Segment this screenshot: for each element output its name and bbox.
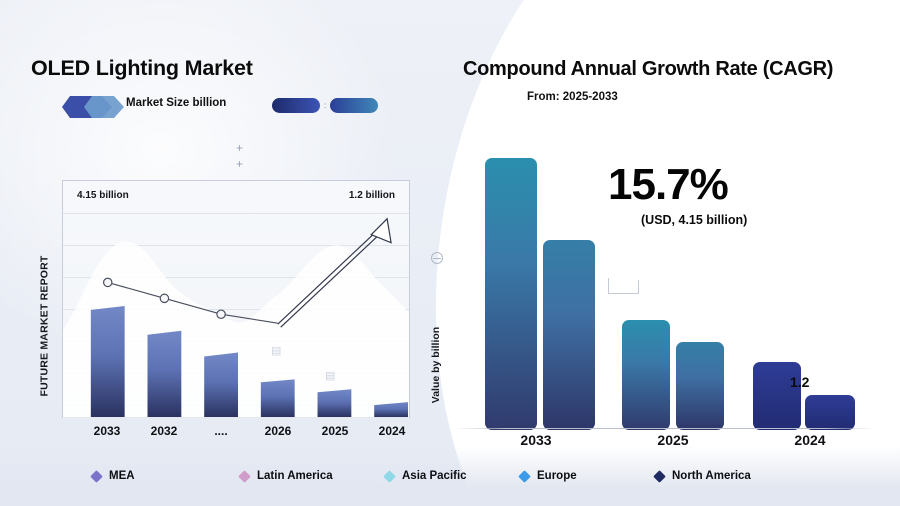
right-x-label-0: 2033: [520, 432, 552, 448]
pill-indicator-secondary: [330, 98, 379, 113]
trend-arrow-head-icon: [370, 217, 392, 244]
cagr-value: 15.7%: [608, 160, 729, 209]
legend-label-mea: MEA: [109, 470, 135, 482]
cagr-subtitle: From: 2025-2033: [527, 91, 618, 103]
legend-label-latin-america: Latin America: [257, 470, 333, 482]
right-bar-2025-secondary: [676, 342, 724, 430]
cagr-title: Compound Annual Growth Rate (CAGR): [463, 58, 834, 80]
right-chart-baseline: [455, 428, 875, 429]
page-title: OLED Lighting Market: [31, 56, 253, 80]
pill-indicator-group: :: [272, 98, 379, 113]
right-bar-2024-primary: [753, 362, 801, 430]
left-x-label-2: ....: [214, 424, 228, 438]
left-chart-annotation-end: 1.2 billion: [348, 190, 395, 201]
right-chart-watermark-bracket-icon: [608, 278, 639, 294]
legend-item-europe[interactable]: Europe: [518, 469, 577, 483]
pill-separator: :: [324, 101, 327, 110]
cagr-value-sub: (USD, 4.15 billion): [641, 213, 748, 227]
right-x-label-2: 2024: [794, 432, 826, 448]
left-chart-watermark-doc-icon: ▤: [271, 345, 282, 357]
legend-marker-europe: [518, 469, 531, 483]
legend-marker-latin-america: [238, 469, 251, 483]
overlapping-hexagons-icon: [62, 96, 124, 118]
left-x-label-1: 2032: [150, 424, 178, 438]
left-x-label-0: 2033: [93, 424, 121, 438]
left-bar-2024: [374, 402, 409, 417]
legend-item-latin-america[interactable]: Latin America: [238, 469, 333, 483]
left-chart-y-axis-label: FUTURE MARKET REPORT: [36, 236, 54, 416]
legend-label-europe: Europe: [537, 470, 577, 482]
pill-indicator-primary: [272, 98, 320, 113]
legend-item-north-america[interactable]: North America: [653, 469, 751, 483]
minus-circle-icon: [431, 252, 443, 264]
trend-marker-dots: [216, 309, 226, 319]
legend-marker-north-america: [653, 469, 666, 483]
left-x-label-5: 2024: [378, 424, 406, 438]
left-chart-x-axis-labels: 2033 2032 .... 2026 2025 2024: [62, 424, 410, 442]
background-bottom-fade: [0, 446, 900, 506]
left-x-label-3: 2026: [264, 424, 292, 438]
left-chart-y-axis-text: FUTURE MARKET REPORT: [39, 255, 51, 397]
trend-marker-2033: [102, 277, 113, 288]
right-chart-x-axis-labels: 2033 2025 2024: [440, 432, 885, 452]
legend-marker-mea: [90, 469, 103, 483]
market-size-legend-label: Market Size billion: [126, 97, 227, 109]
legend-marker-asia-pacific: [383, 469, 396, 483]
left-bar-dots: [204, 352, 238, 417]
legend-label-asia-pacific: Asia Pacific: [402, 470, 467, 482]
right-bar-2024-secondary: [805, 395, 855, 430]
right-bar-2033-primary: [485, 158, 537, 430]
legend-item-mea[interactable]: MEA: [90, 469, 135, 483]
legend-label-north-america: North America: [672, 470, 751, 482]
right-bar-2025-primary: [622, 320, 670, 430]
left-bar-2032: [147, 330, 182, 417]
right-x-label-1: 2025: [657, 432, 689, 448]
left-bar-2026: [260, 379, 295, 417]
right-chart-bars: [485, 158, 855, 430]
legend: MEA Latin America Asia Pacific Europe No…: [0, 454, 900, 506]
right-bar-2033-secondary: [543, 240, 595, 430]
trend-marker-2032: [159, 293, 170, 304]
legend-item-asia-pacific[interactable]: Asia Pacific: [383, 469, 467, 483]
left-chart-annotation-start: 4.15 billion: [77, 190, 129, 201]
plus-decoration-icon: + +: [236, 141, 244, 171]
left-chart-bars: [90, 305, 409, 417]
left-chart-watermark-box-icon: ▤: [325, 370, 336, 382]
left-chart-trend-overlay: [102, 217, 392, 328]
left-bar-2033: [90, 305, 125, 417]
right-chart-data-label-2024: 1.2: [790, 374, 810, 390]
left-bar-2025: [317, 389, 352, 417]
left-chart-panel: 4.15 billion 1.2 billion ▤ ▤: [62, 180, 410, 418]
left-x-label-4: 2025: [321, 424, 349, 438]
